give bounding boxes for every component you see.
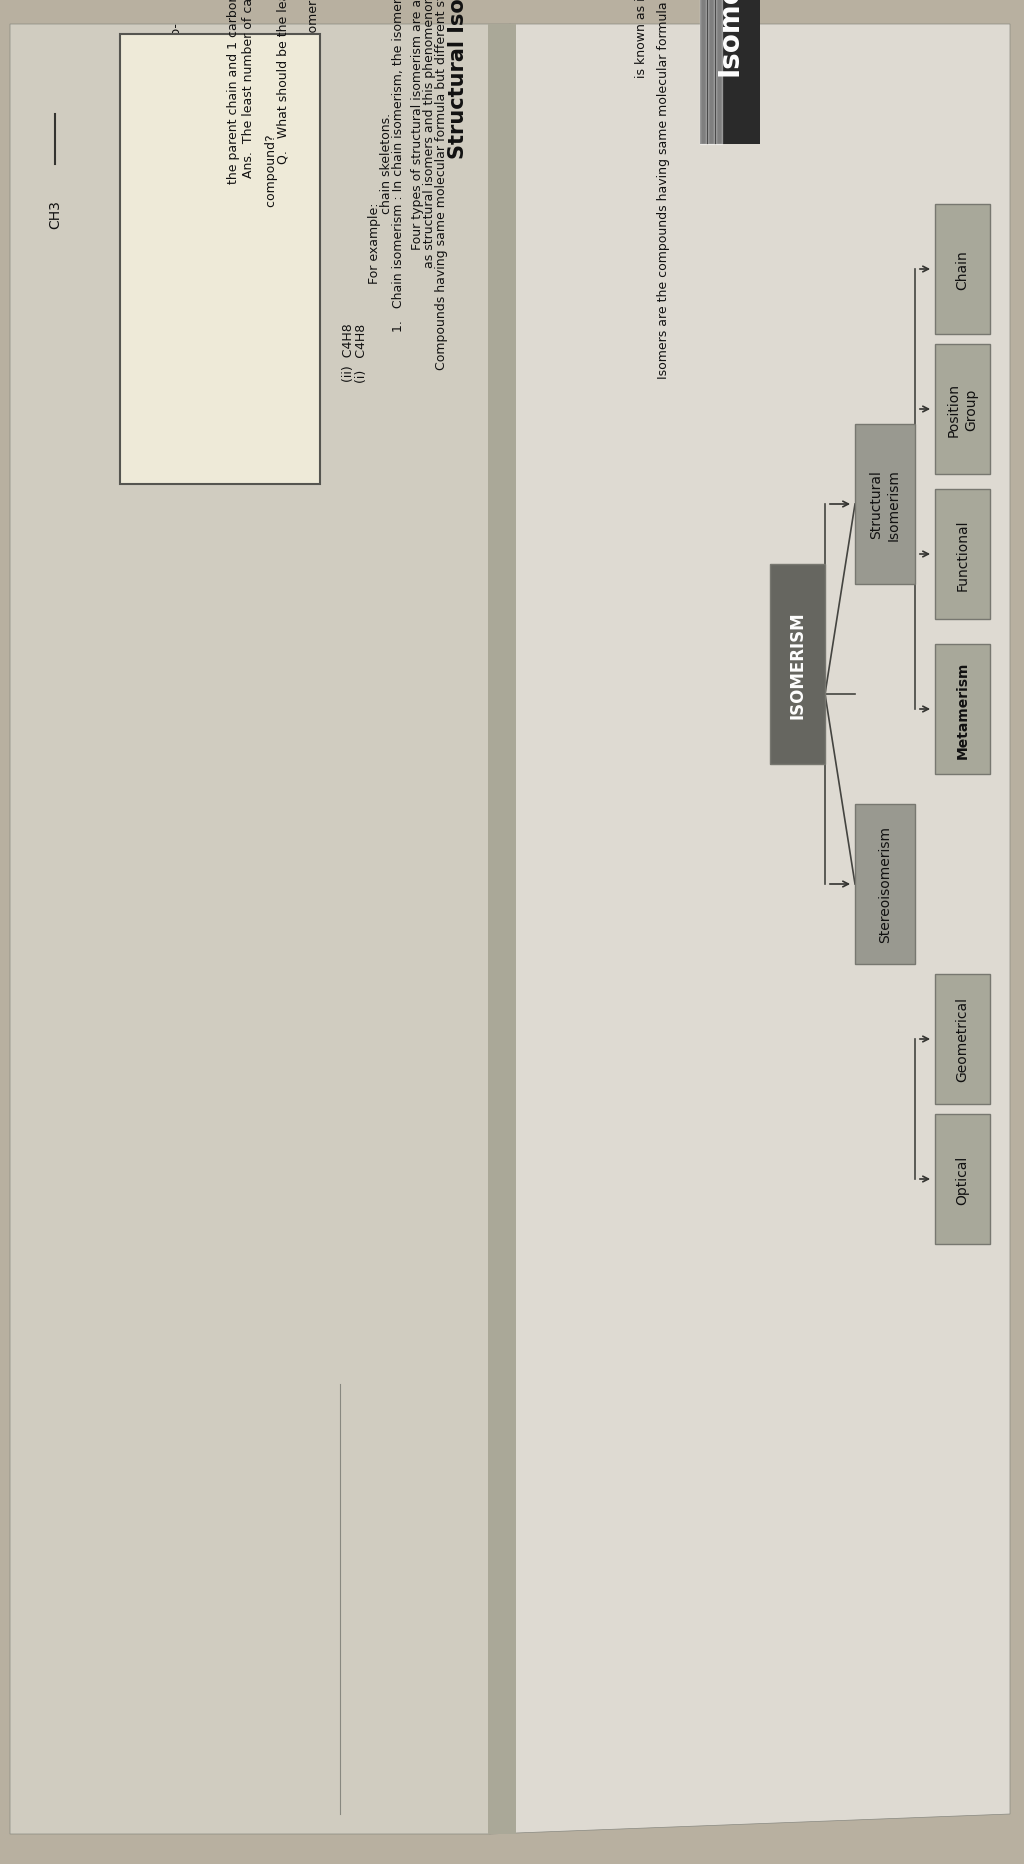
Text: For example:: For example:: [144, 222, 157, 328]
Text: is known as isomerism.: is known as isomerism.: [635, 0, 648, 78]
Text: Geometrical: Geometrical: [955, 997, 970, 1081]
Polygon shape: [716, 0, 722, 145]
Text: 3.   Functional group isomerism : In: 3. Functional group isomerism : In: [307, 0, 319, 175]
Text: Ans.  The least number of carbon at: Ans. The least number of carbon at: [242, 0, 255, 177]
Text: Four types of structural isomerism are as follows:: Four types of structural isomerism are a…: [411, 0, 424, 250]
Text: For example:: For example:: [368, 201, 381, 308]
Text: CH3: CH3: [48, 201, 62, 229]
Text: chain skeletons.: chain skeletons.: [380, 112, 393, 237]
Text: (i)   C4H8: (i) C4H8: [355, 322, 368, 406]
Text: (ii)  C4H8: (ii) C4H8: [342, 324, 355, 406]
Text: as structural isomers and this phenomenon is known as structural isomerism.: as structural isomers and this phenomeno…: [423, 0, 436, 268]
FancyBboxPatch shape: [935, 205, 990, 336]
Text: Structural Isomerism: Structural Isomerism: [449, 0, 468, 158]
Text: 4.   Metamerism: 4. Metamerism: [180, 103, 198, 267]
Text: (i)   C2H6O: (i) C2H6O: [269, 298, 282, 391]
Text: In metamerism isomerism, compo-: In metamerism isomerism, compo-: [170, 24, 183, 267]
Text: Isomerism: Isomerism: [716, 0, 744, 76]
Text: (ii)  C4H6: (ii) C4H6: [229, 304, 242, 386]
FancyBboxPatch shape: [935, 645, 990, 775]
FancyBboxPatch shape: [935, 490, 990, 619]
Text: Isomers are the compounds having same molecular formula but different physical o: Isomers are the compounds having same mo…: [657, 0, 670, 378]
FancyBboxPatch shape: [935, 1115, 990, 1245]
FancyBboxPatch shape: [700, 0, 760, 145]
Text: Q.   What should be the least m: Q. What should be the least m: [278, 0, 290, 164]
Text: ISOMERISM: ISOMERISM: [788, 611, 807, 718]
Polygon shape: [490, 24, 1010, 1834]
Text: But-1-yne: But-1-yne: [202, 280, 215, 390]
Text: CH3—CH2—OH: CH3—CH2—OH: [255, 173, 268, 317]
Polygon shape: [10, 24, 510, 1834]
Polygon shape: [700, 0, 706, 145]
Polygon shape: [708, 0, 714, 145]
Text: Metamerism: Metamerism: [955, 662, 970, 759]
FancyBboxPatch shape: [855, 425, 915, 585]
Text: CH3—CH2C≡CH: CH3—CH2C≡CH: [215, 140, 228, 289]
Text: Optical: Optical: [955, 1156, 970, 1204]
FancyBboxPatch shape: [770, 565, 825, 764]
Polygon shape: [488, 24, 516, 1834]
Text: compound?: compound?: [265, 134, 278, 235]
Text: different functional groups.: different functional groups.: [295, 117, 308, 311]
Text: the parent chain and 1 carbon: the parent chain and 1 carbon: [227, 0, 240, 216]
Text: 1.   Chain isomerism : In chain isomerism, the isomers differ from each other du: 1. Chain isomerism : In chain isomerism,…: [392, 0, 406, 332]
FancyBboxPatch shape: [935, 975, 990, 1103]
Text: Position
Group: Position Group: [947, 382, 978, 436]
Text: sides of functional groups.: sides of functional groups.: [157, 119, 170, 309]
FancyBboxPatch shape: [120, 35, 319, 485]
Text: Stereoisomerism: Stereoisomerism: [878, 826, 892, 943]
Text: Structural
Isomerism: Structural Isomerism: [869, 470, 901, 541]
FancyBboxPatch shape: [855, 805, 915, 964]
FancyBboxPatch shape: [935, 345, 990, 475]
Text: Functional: Functional: [955, 518, 970, 591]
Text: Chain: Chain: [955, 250, 970, 289]
Text: For example:: For example:: [282, 212, 295, 317]
Text: Compounds having same molecular formula but different structural arrangement of : Compounds having same molecular formula …: [435, 0, 449, 369]
Text: Propan-1-ol: Propan-1-ol: [242, 276, 255, 395]
